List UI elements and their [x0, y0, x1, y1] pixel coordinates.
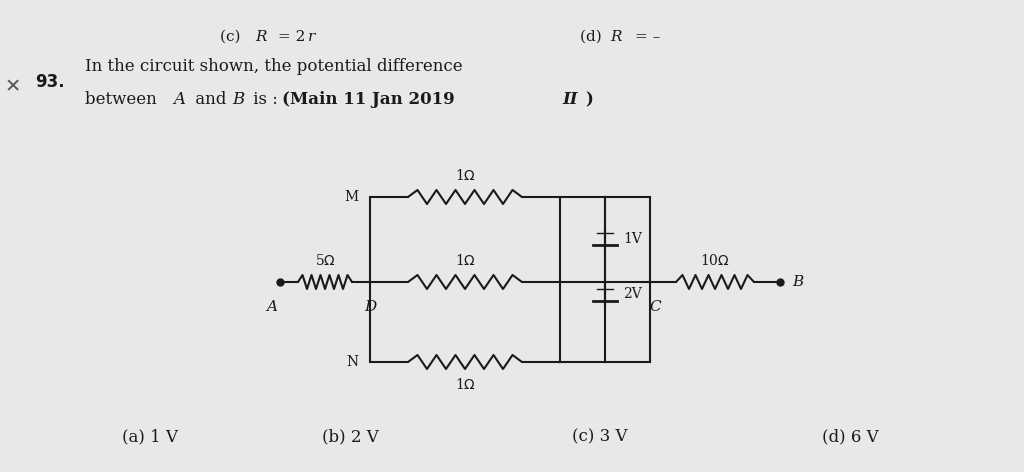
Text: 93.: 93. [35, 73, 65, 91]
Text: 5$\Omega$: 5$\Omega$ [314, 253, 336, 268]
Text: 10$\Omega$: 10$\Omega$ [700, 253, 730, 268]
Text: 1V: 1V [623, 233, 642, 246]
Text: = –: = – [635, 30, 660, 44]
Text: M: M [344, 190, 358, 204]
Text: and: and [190, 92, 231, 109]
Text: C: C [649, 300, 660, 314]
Text: r: r [308, 30, 315, 44]
Text: (Main 11 Jan 2019: (Main 11 Jan 2019 [282, 92, 461, 109]
Text: R: R [255, 30, 266, 44]
Text: ✕: ✕ [5, 77, 22, 96]
Text: between: between [85, 92, 162, 109]
Text: is :: is : [248, 92, 283, 109]
Text: N: N [346, 355, 358, 369]
Text: R: R [610, 30, 622, 44]
Text: 1$\Omega$: 1$\Omega$ [455, 168, 475, 183]
Text: (c) 3 V: (c) 3 V [572, 429, 628, 446]
Text: A: A [173, 92, 185, 109]
Text: (d): (d) [580, 30, 606, 44]
Text: (c): (c) [220, 30, 246, 44]
Text: B: B [792, 275, 803, 289]
Text: 2V: 2V [623, 287, 642, 302]
Text: In the circuit shown, the potential difference: In the circuit shown, the potential diff… [85, 59, 463, 76]
Text: ): ) [585, 92, 593, 109]
Text: D: D [364, 300, 376, 314]
Text: B: B [232, 92, 245, 109]
Text: (d) 6 V: (d) 6 V [821, 429, 879, 446]
Text: (a) 1 V: (a) 1 V [122, 429, 178, 446]
Text: II: II [562, 92, 578, 109]
Text: 1$\Omega$: 1$\Omega$ [455, 253, 475, 268]
Text: 1$\Omega$: 1$\Omega$ [455, 377, 475, 392]
Text: A: A [266, 300, 278, 314]
Text: (b) 2 V: (b) 2 V [322, 429, 379, 446]
Text: = 2: = 2 [278, 30, 305, 44]
